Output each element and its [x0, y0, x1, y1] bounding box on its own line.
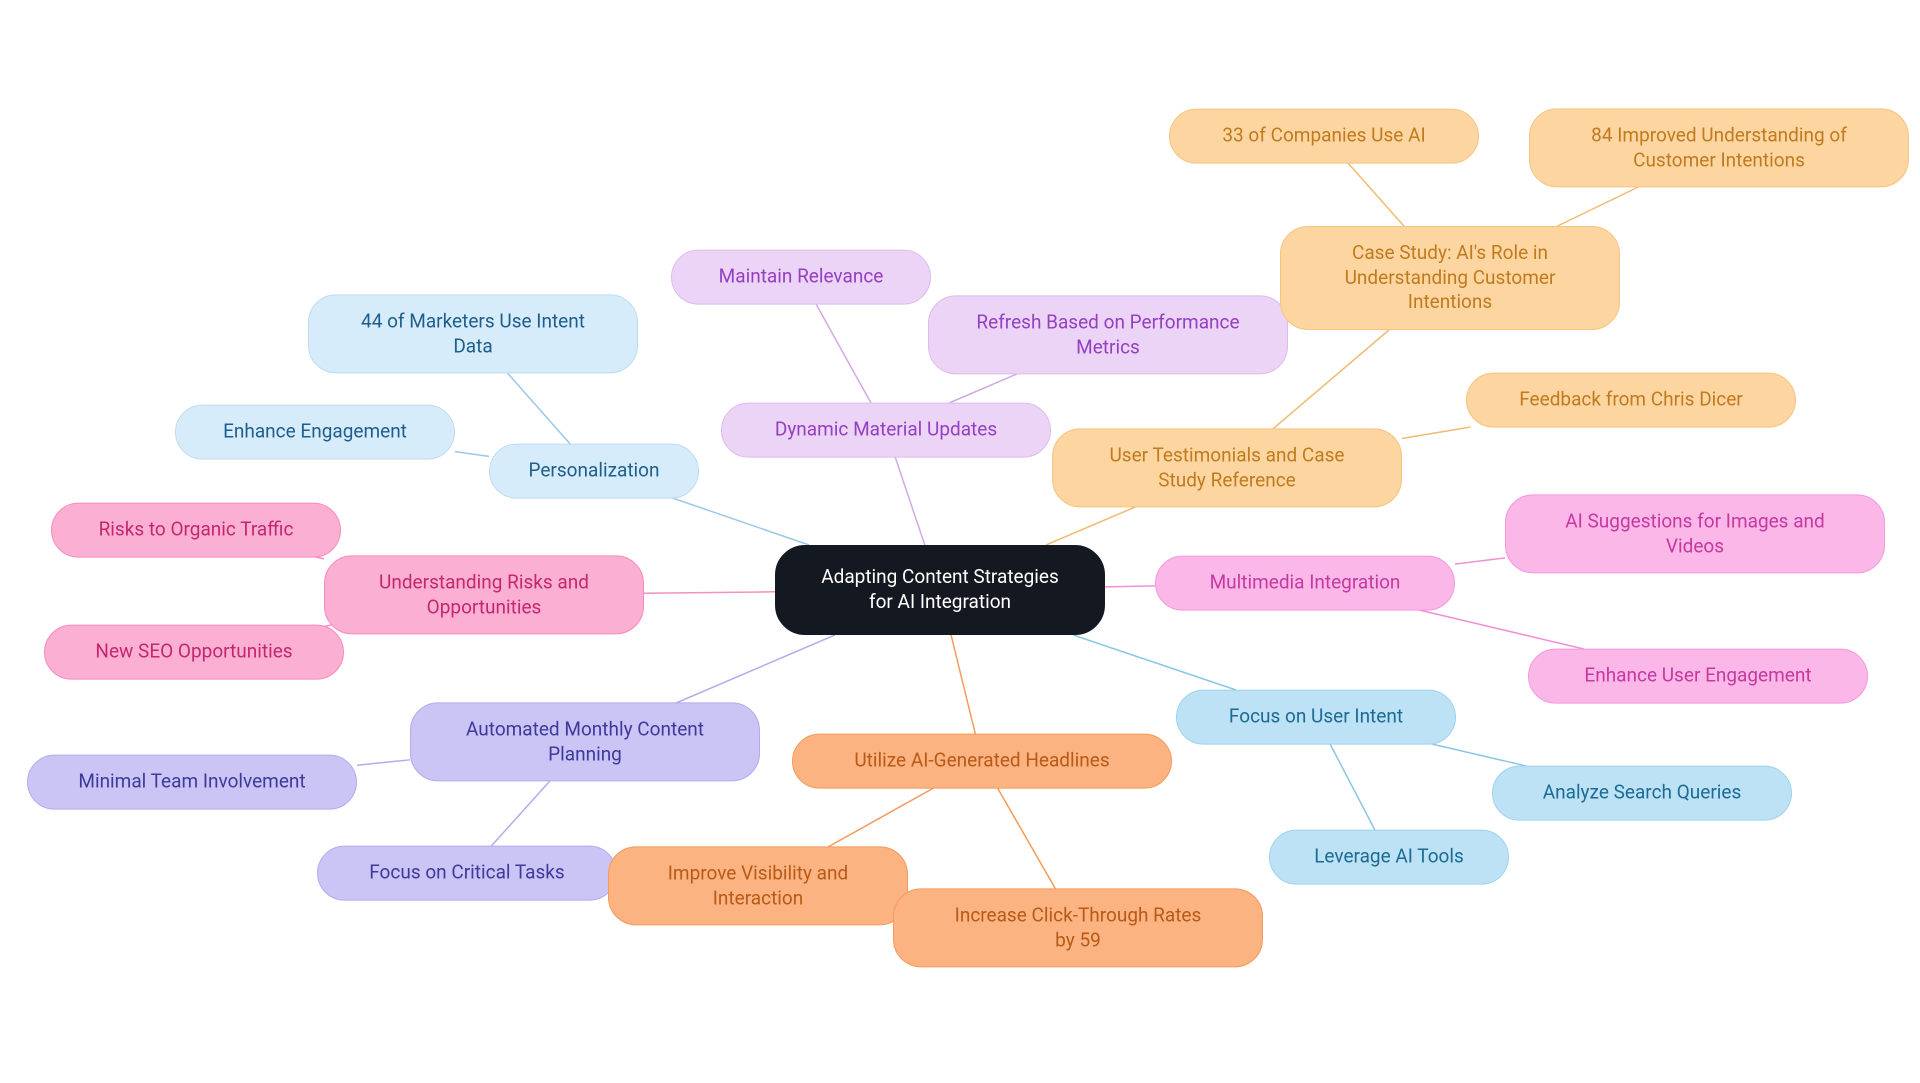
node-refresh-perf: Refresh Based on PerformanceMetrics	[928, 295, 1288, 374]
node-enhance-user-eng: Enhance User Engagement	[1528, 649, 1868, 704]
edge	[828, 788, 934, 847]
edge	[1273, 328, 1392, 429]
node-improve-vis: Improve Visibility andInteraction	[608, 846, 908, 925]
node-intent-data: 44 of Marketers Use IntentData	[308, 294, 638, 373]
node-case-study: Case Study: AI's Role inUnderstanding Cu…	[1280, 226, 1620, 330]
node-user-intent: Focus on User Intent	[1176, 690, 1456, 745]
node-critical-tasks: Focus on Critical Tasks	[317, 846, 617, 901]
node-risks: Understanding Risks andOpportunities	[324, 555, 644, 634]
edge	[1402, 427, 1471, 439]
node-headlines: Utilize AI-Generated Headlines	[792, 734, 1172, 789]
node-maintain-rel: Maintain Relevance	[671, 250, 931, 305]
edge	[895, 457, 925, 545]
edge	[816, 304, 871, 403]
node-root: Adapting Content Strategiesfor AI Integr…	[775, 545, 1105, 635]
node-analyze-queries: Analyze Search Queries	[1492, 766, 1792, 821]
node-multimedia: Multimedia Integration	[1155, 556, 1455, 611]
edge	[951, 635, 975, 734]
edge	[1073, 635, 1236, 690]
edge	[455, 452, 489, 457]
edge	[1432, 744, 1526, 766]
node-automated: Automated Monthly ContentPlanning	[410, 702, 760, 781]
edge	[673, 498, 810, 545]
node-new-seo: New SEO Opportunities	[44, 625, 344, 680]
node-ai-suggestions: AI Suggestions for Images andVideos	[1505, 494, 1885, 573]
node-dynamic: Dynamic Material Updates	[721, 403, 1051, 458]
edge	[491, 781, 550, 846]
node-enhance-engagement: Enhance Engagement	[175, 405, 455, 460]
edge	[507, 373, 570, 444]
edge	[949, 374, 1017, 403]
edge	[644, 592, 775, 593]
node-84-improved: 84 Improved Understanding ofCustomer Int…	[1529, 108, 1909, 187]
edge	[998, 788, 1056, 889]
node-testimonials: User Testimonials and CaseStudy Referenc…	[1052, 428, 1402, 507]
edge	[1348, 163, 1406, 228]
edge	[1046, 507, 1135, 545]
node-leverage-ai: Leverage AI Tools	[1269, 830, 1509, 885]
node-chris-dicer: Feedback from Chris Dicer	[1466, 373, 1796, 428]
node-personalization: Personalization	[489, 444, 699, 499]
edge	[1419, 610, 1584, 649]
node-ctr-59: Increase Click-Through Ratesby 59	[893, 888, 1263, 967]
edge	[1330, 744, 1375, 830]
node-risks-organic: Risks to Organic Traffic	[51, 503, 341, 558]
edge	[1105, 586, 1155, 587]
edge	[1455, 558, 1505, 564]
mindmap-canvas: Adapting Content Strategiesfor AI Integr…	[0, 0, 1920, 1083]
edge	[676, 635, 835, 703]
edge	[1553, 187, 1638, 228]
node-minimal-team: Minimal Team Involvement	[27, 755, 357, 810]
edge	[357, 760, 410, 765]
node-33-companies: 33 of Companies Use AI	[1169, 109, 1479, 164]
